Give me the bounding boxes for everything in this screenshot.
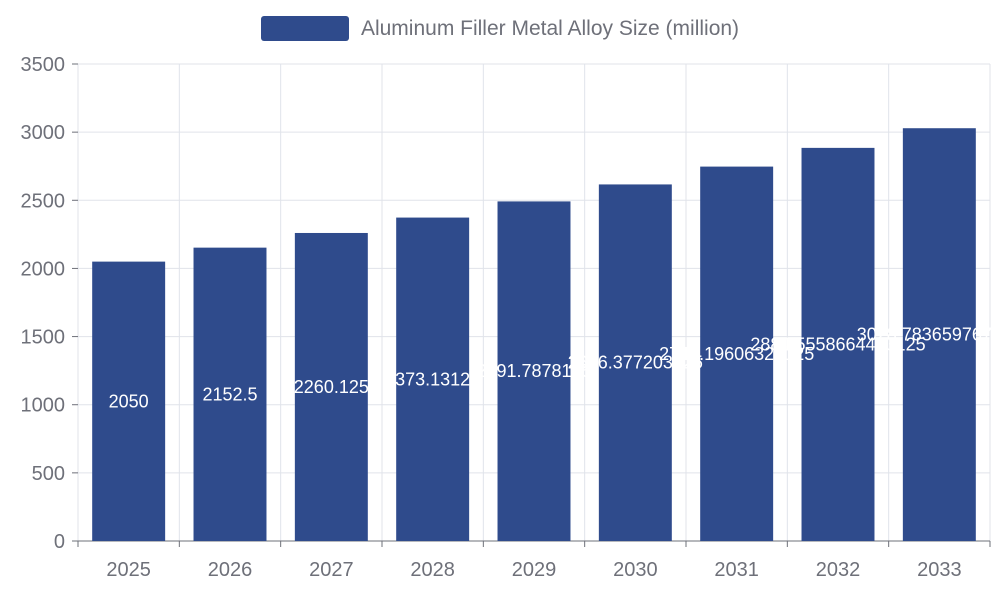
- x-axis-label-2027: 2027: [309, 559, 354, 581]
- bar-label-2026: 2152.5: [202, 384, 257, 404]
- y-axis-label: 3000: [21, 122, 66, 144]
- bar-label-2030: 2616.377203125: [568, 353, 703, 373]
- bar-2033[interactable]: [902, 128, 976, 541]
- bar-label-2025: 2050: [109, 391, 149, 411]
- x-axis-label-2026: 2026: [208, 559, 253, 581]
- bar-2031[interactable]: [700, 166, 774, 541]
- y-axis-label: 2000: [21, 258, 66, 280]
- bar-label-2029: 2491.7878125: [476, 361, 591, 381]
- bar-2027[interactable]: [294, 232, 368, 542]
- bar-label-2028: 2373.13125: [385, 369, 480, 389]
- bar-label-2033: 3028.783659767578: [857, 325, 1000, 345]
- x-axis-label-2029: 2029: [512, 559, 557, 581]
- x-axis-label-2025: 2025: [106, 559, 151, 581]
- y-axis-label: 0: [54, 531, 65, 553]
- bar-2030[interactable]: [598, 184, 672, 541]
- legend[interactable]: Aluminum Filler Metal Alloy Size (millio…: [0, 16, 1000, 41]
- y-axis-label: 2500: [21, 190, 66, 212]
- legend-swatch: [260, 16, 349, 41]
- y-axis-label: 1500: [21, 327, 66, 349]
- bar-label-2032: 2884.5558664453125: [750, 334, 925, 354]
- bar-2029[interactable]: [497, 201, 571, 542]
- bar-2032[interactable]: [801, 147, 875, 542]
- x-axis-label-2028: 2028: [410, 559, 455, 581]
- bar-2026[interactable]: [193, 247, 267, 541]
- bar-label-2031: 2747.19606328125: [659, 344, 814, 364]
- x-axis-label-2031: 2031: [714, 559, 759, 581]
- legend-label: Aluminum Filler Metal Alloy Size (millio…: [360, 17, 740, 40]
- x-axis-label-2032: 2032: [816, 559, 861, 581]
- y-axis-label: 1000: [21, 395, 66, 417]
- x-axis-label-2033: 2033: [917, 559, 962, 581]
- bar-2028[interactable]: [396, 217, 470, 541]
- bar-label-2027: 2260.125: [294, 377, 369, 397]
- bar-2025[interactable]: [92, 261, 166, 541]
- y-axis-label: 3500: [21, 54, 66, 76]
- y-axis-label: 500: [32, 463, 65, 485]
- x-axis-label-2030: 2030: [613, 559, 658, 581]
